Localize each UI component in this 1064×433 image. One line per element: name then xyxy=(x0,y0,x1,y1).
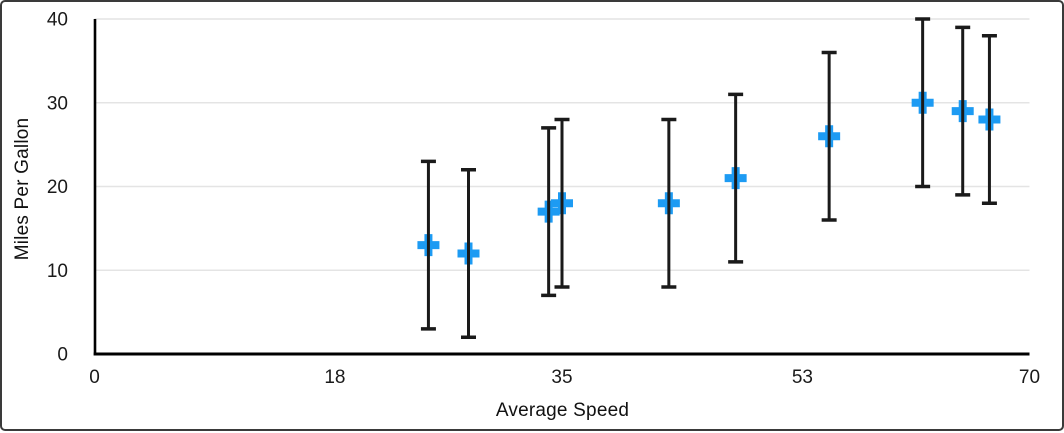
x-axis-title: Average Speed xyxy=(495,400,630,421)
x-tick-label: 18 xyxy=(324,367,345,388)
x-tick-label: 70 xyxy=(1019,367,1040,388)
y-tick-label: 30 xyxy=(47,93,68,114)
y-axis-title: Miles Per Gallon xyxy=(12,117,33,261)
y-tick-label: 10 xyxy=(47,261,68,282)
y-tick-label: 40 xyxy=(47,10,68,31)
x-tick-label: 0 xyxy=(89,367,100,388)
y-tick-label: 0 xyxy=(57,345,68,366)
x-tick-label: 53 xyxy=(792,367,813,388)
x-tick-label: 35 xyxy=(551,367,572,388)
y-tick-label: 20 xyxy=(47,177,68,198)
